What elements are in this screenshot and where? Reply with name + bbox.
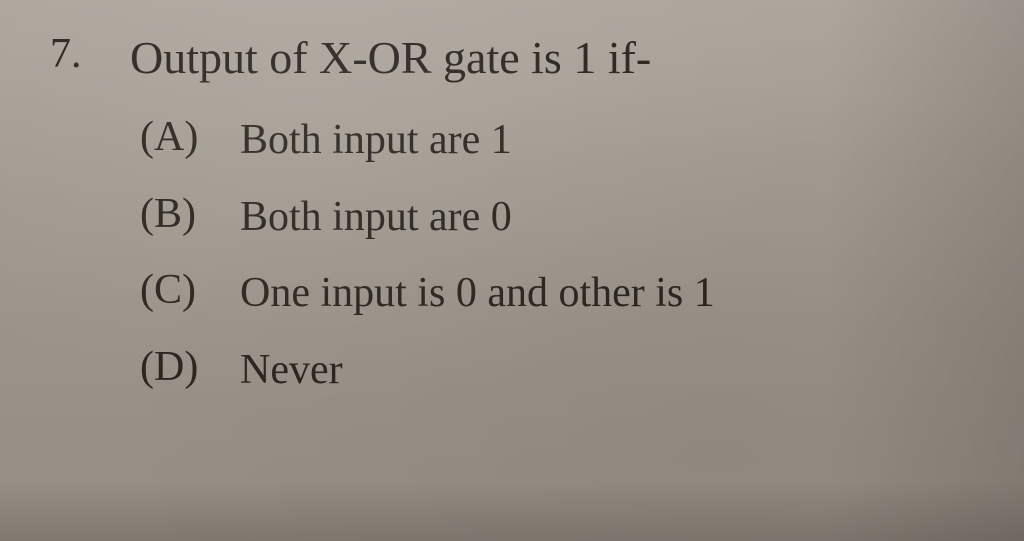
shadow-bottom [0, 481, 1024, 541]
question-text: Output of X-OR gate is 1 if- [130, 30, 651, 85]
option-text: Both input are 0 [240, 190, 512, 245]
question-page: 7. Output of X-OR gate is 1 if- (A) Both… [0, 0, 1024, 541]
question-row: 7. Output of X-OR gate is 1 if- [40, 30, 964, 85]
option-text: One input is 0 and other is 1 [240, 266, 715, 321]
option-text: Both input are 1 [240, 113, 512, 168]
question-number: 7. [40, 30, 130, 78]
option-text: Never [240, 343, 343, 398]
options-list: (A) Both input are 1 (B) Both input are … [40, 113, 964, 397]
option-label: (C) [140, 266, 240, 314]
option-a: (A) Both input are 1 [140, 113, 964, 168]
option-c: (C) One input is 0 and other is 1 [140, 266, 964, 321]
option-b: (B) Both input are 0 [140, 190, 964, 245]
option-label: (A) [140, 113, 240, 161]
option-label: (B) [140, 190, 240, 238]
option-d: (D) Never [140, 343, 964, 398]
option-label: (D) [140, 343, 240, 391]
